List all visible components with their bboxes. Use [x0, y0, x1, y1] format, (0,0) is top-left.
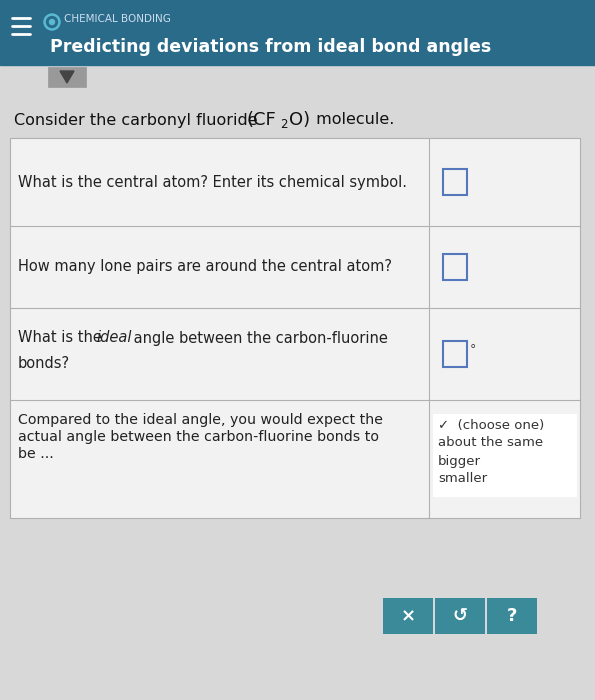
Circle shape — [49, 20, 55, 25]
Text: actual angle between the carbon-fluorine bonds to: actual angle between the carbon-fluorine… — [18, 430, 379, 444]
Text: about the same: about the same — [438, 437, 543, 449]
Circle shape — [44, 14, 60, 30]
Bar — [10, 138, 580, 518]
Text: CHEMICAL BONDING: CHEMICAL BONDING — [64, 14, 171, 24]
Text: ×: × — [400, 607, 415, 625]
Text: 2: 2 — [280, 118, 287, 132]
Text: Compared to the ideal angle, you would expect the: Compared to the ideal angle, you would e… — [18, 413, 383, 427]
Text: ✓  (choose one): ✓ (choose one) — [438, 419, 544, 431]
Text: ↺: ↺ — [452, 607, 468, 625]
Text: bonds?: bonds? — [18, 356, 70, 370]
Bar — [435, 598, 485, 634]
Bar — [10, 138, 580, 518]
Text: Predicting deviations from ideal bond angles: Predicting deviations from ideal bond an… — [50, 38, 491, 56]
Text: be ...: be ... — [18, 447, 54, 461]
Circle shape — [46, 17, 58, 27]
Bar — [443, 341, 467, 367]
Bar — [383, 598, 433, 634]
Polygon shape — [60, 71, 74, 83]
Bar — [487, 598, 537, 634]
Text: ideal: ideal — [96, 330, 131, 346]
Text: angle between the carbon-fluorine: angle between the carbon-fluorine — [129, 330, 388, 346]
Bar — [443, 169, 467, 195]
Text: °: ° — [470, 344, 477, 356]
Text: Consider the carbonyl fluoride: Consider the carbonyl fluoride — [14, 113, 263, 127]
Text: (CF: (CF — [246, 111, 275, 129]
Text: molecule.: molecule. — [311, 113, 394, 127]
Text: What is the: What is the — [18, 330, 107, 346]
Text: O): O) — [289, 111, 310, 129]
Text: smaller: smaller — [438, 473, 487, 486]
Text: ?: ? — [507, 607, 517, 625]
Text: How many lone pairs are around the central atom?: How many lone pairs are around the centr… — [18, 260, 392, 274]
Text: What is the central atom? Enter its chemical symbol.: What is the central atom? Enter its chem… — [18, 174, 407, 190]
Bar — [48, 67, 86, 87]
Bar — [0, 0, 595, 65]
Bar — [433, 414, 576, 496]
Bar — [443, 254, 467, 280]
Text: bigger: bigger — [438, 454, 481, 468]
